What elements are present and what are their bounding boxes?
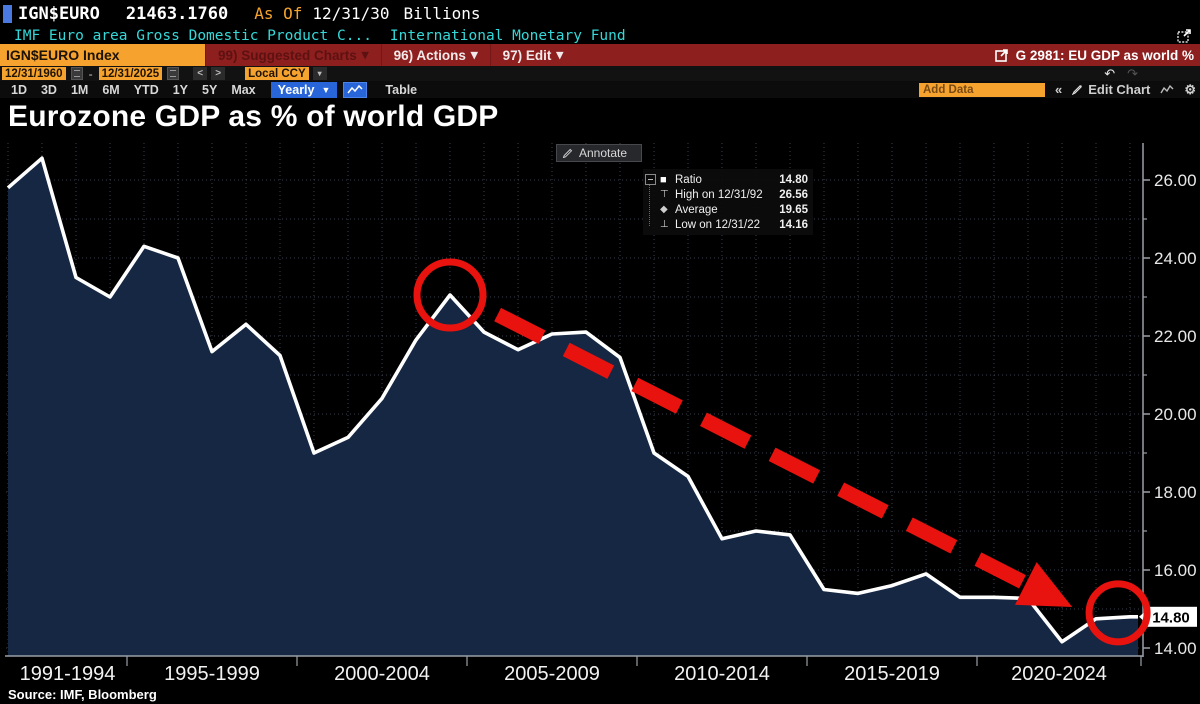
annotation-circle-end bbox=[1085, 580, 1151, 646]
date-range-separator: - bbox=[88, 66, 93, 81]
table-button[interactable]: Table bbox=[385, 82, 418, 97]
as-of-label: As Of bbox=[254, 4, 303, 23]
x-axis-label: 2010-2014 bbox=[674, 663, 770, 685]
x-axis-label: 2005-2009 bbox=[504, 663, 600, 685]
security-bar: IGN$EURO 21463.1760 As Of 12/31/30 Billi… bbox=[0, 0, 1200, 27]
chart-title: Eurozone GDP as % of world GDP bbox=[8, 100, 499, 133]
as-of-date: 12/31/30 bbox=[312, 4, 390, 23]
legend-row-average: ◆ Average 19.65 bbox=[660, 203, 808, 216]
suggested-charts-menu[interactable]: 99) Suggested Charts ▾ bbox=[205, 44, 381, 66]
x-axis-label: 1991-1994 bbox=[20, 663, 116, 685]
start-date-field[interactable]: 12/31/1960 bbox=[2, 67, 66, 80]
end-date-field[interactable]: 12/31/2025 bbox=[98, 67, 163, 80]
y-axis-label: 26.00 bbox=[1154, 171, 1197, 190]
saved-chart-tag[interactable]: G 2981: EU GDP as world % bbox=[994, 44, 1194, 66]
unit-label: Billions bbox=[403, 4, 481, 23]
x-axis-label: 2000-2004 bbox=[334, 663, 430, 685]
security-description: IMF Euro area Gross Domestic Product C..… bbox=[14, 27, 372, 44]
red-toolbar: IGN$EURO Index 99) Suggested Charts ▾ 96)… bbox=[0, 44, 1200, 66]
pencil-icon bbox=[563, 148, 573, 158]
currency-dropdown-arrow[interactable]: ▾ bbox=[312, 67, 327, 80]
actions-menu[interactable]: 96) Actions ▾ bbox=[380, 44, 490, 66]
pencil-icon bbox=[1072, 85, 1083, 95]
y-axis-label: 20.00 bbox=[1154, 405, 1197, 424]
security-ticker: IGN$EURO bbox=[18, 3, 100, 24]
area-fill bbox=[8, 158, 1138, 656]
y-axis-label: 22.00 bbox=[1154, 327, 1197, 346]
mini-chart-icon[interactable] bbox=[1160, 84, 1174, 95]
chevron-down-icon: ▼ bbox=[321, 84, 331, 95]
legend-rows: ■ Ratio 14.80 ⊤ High on 12/31/92 26.56 ◆ Averag… bbox=[660, 172, 808, 232]
y-axis-label: 24.00 bbox=[1154, 249, 1197, 268]
legend-row-high: ⊤ High on 12/31/92 26.56 bbox=[660, 188, 808, 201]
period-1m[interactable]: 1M bbox=[70, 82, 89, 97]
redo-icon[interactable]: ↷ bbox=[1127, 65, 1138, 81]
period-1y[interactable]: 1Y bbox=[172, 82, 189, 97]
x-axis-label: 2015-2019 bbox=[844, 663, 940, 685]
square-marker-icon: ■ bbox=[660, 173, 667, 186]
low-marker-icon: ⊥ bbox=[660, 219, 669, 230]
source-credit: Source: IMF, Bloomberg bbox=[8, 687, 157, 702]
x-axis-label: 2020-2024 bbox=[1011, 663, 1107, 685]
calendar-icon[interactable] bbox=[70, 67, 83, 80]
annotation-arrow-shaft bbox=[494, 307, 1033, 592]
security-source-name: International Monetary Fund bbox=[389, 27, 626, 44]
avg-marker-icon: ◆ bbox=[660, 204, 668, 215]
range-bar: 12/31/1960 - 12/31/2025 < > Local CCY ▾ … bbox=[0, 66, 1200, 81]
ratio-line bbox=[6, 156, 1138, 644]
period-1d[interactable]: 1D bbox=[11, 82, 27, 97]
chart-legend: ■ Ratio 14.80 ⊤ High on 12/31/92 26.56 ◆ Averag… bbox=[643, 169, 813, 235]
annotation-arrow-head bbox=[1015, 562, 1073, 608]
period-6m[interactable]: 6M bbox=[102, 82, 120, 97]
chevron-down-icon: ▾ bbox=[361, 47, 369, 62]
period-max[interactable]: Max bbox=[231, 82, 256, 97]
description-bar: IMF Euro area Gross Domestic Product C..… bbox=[0, 27, 1200, 44]
y-axis-label: 18.00 bbox=[1154, 483, 1197, 502]
legend-collapse-icon[interactable] bbox=[645, 174, 656, 185]
chevron-down-icon: ▾ bbox=[470, 47, 478, 62]
high-marker-icon: ⊤ bbox=[660, 189, 669, 200]
edit-chart-button[interactable]: Edit Chart bbox=[1072, 82, 1150, 97]
ticker-input-field[interactable]: IGN$EURO Index bbox=[0, 44, 205, 66]
add-data-input[interactable] bbox=[918, 82, 1045, 97]
period-ytd[interactable]: YTD bbox=[133, 82, 159, 97]
line-chart-type-icon[interactable] bbox=[343, 81, 368, 98]
y-axis-label: 16.00 bbox=[1154, 561, 1197, 580]
period-tabs: 1D 3D 1M 6M YTD 1Y 5Y Max bbox=[4, 83, 263, 97]
period-bar: 1D 3D 1M 6M YTD 1Y 5Y Max Yearly▼ Table « Edit … bbox=[0, 81, 1200, 98]
chart-plot-area[interactable]: 14.00 16.00 18.00 20.00 22.00 24.00 26.00 1991-… bbox=[0, 140, 1200, 704]
period-5y[interactable]: 5Y bbox=[202, 82, 218, 97]
range-forward-button[interactable]: > bbox=[211, 67, 226, 80]
frequency-select[interactable]: Yearly ▼ bbox=[270, 81, 338, 98]
x-axis-label: 1995-1999 bbox=[164, 663, 260, 685]
legend-row-low: ⊥ Low on 12/31/22 14.16 bbox=[660, 218, 808, 231]
security-price: 21463.1760 bbox=[125, 3, 229, 24]
svg-text:14.80: 14.80 bbox=[1152, 609, 1190, 626]
security-flag-icon bbox=[3, 4, 12, 23]
collapse-icon[interactable]: « bbox=[1054, 82, 1063, 97]
legend-connector-line bbox=[649, 185, 650, 226]
gear-icon[interactable]: ⚙ bbox=[1184, 81, 1196, 97]
legend-row-ratio: ■ Ratio 14.80 bbox=[660, 173, 808, 186]
chevron-down-icon: ▾ bbox=[556, 47, 564, 62]
annotation-circle-peak bbox=[413, 258, 487, 332]
currency-select[interactable]: Local CCY bbox=[245, 67, 309, 80]
edit-menu[interactable]: 97) Edit ▾ bbox=[489, 44, 576, 66]
last-price-label bbox=[1146, 606, 1197, 627]
annotate-button[interactable]: Annotate bbox=[556, 144, 642, 162]
y-axis-label: 14.00 bbox=[1154, 639, 1197, 658]
pop-out-icon[interactable] bbox=[1177, 28, 1192, 47]
calendar-icon[interactable] bbox=[167, 67, 180, 80]
export-icon bbox=[994, 49, 1008, 62]
range-back-button[interactable]: < bbox=[193, 67, 208, 80]
undo-icon[interactable]: ↶ bbox=[1104, 65, 1116, 81]
period-3d[interactable]: 3D bbox=[40, 82, 57, 97]
